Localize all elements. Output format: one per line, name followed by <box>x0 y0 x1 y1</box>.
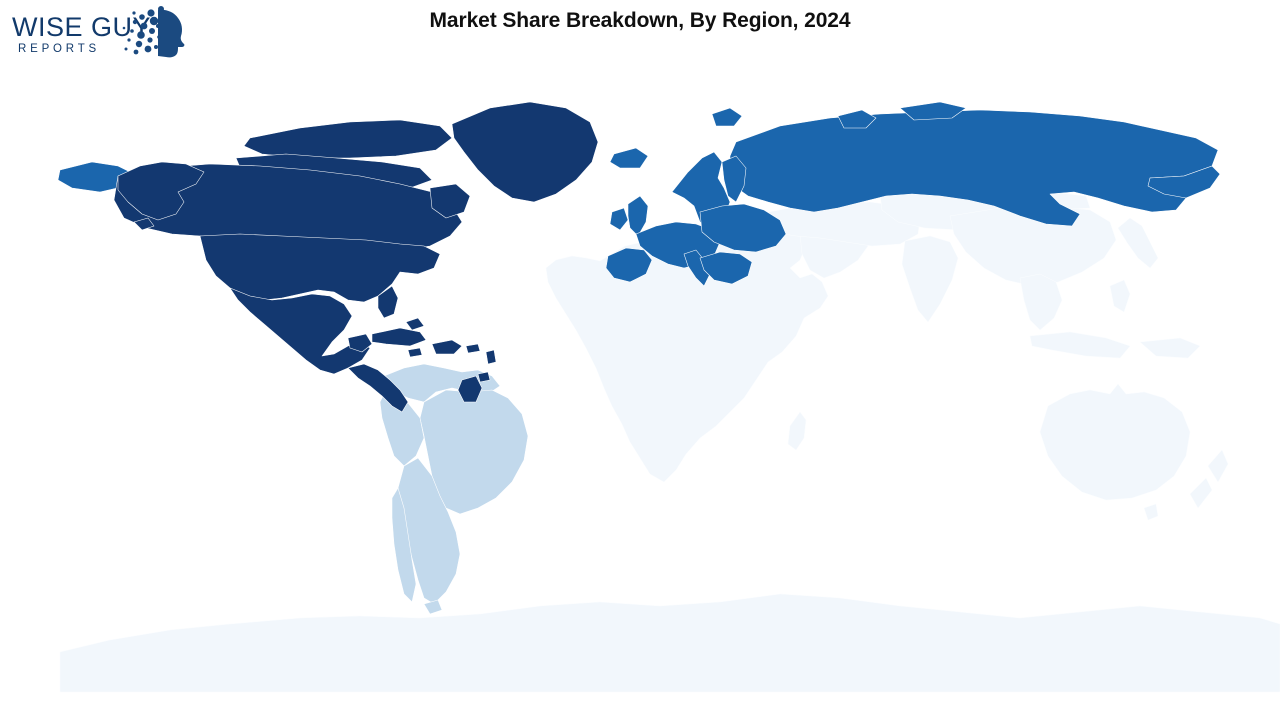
region-north-america <box>114 102 598 412</box>
head-profile-dots-icon <box>122 6 185 58</box>
region-europe-russia <box>58 102 1220 286</box>
region-south-america <box>380 364 528 614</box>
region-asia-pacific-mea <box>60 188 1280 692</box>
world-map-chart <box>0 46 1280 720</box>
brand-logo-svg: WISE GUY REPORTS <box>12 6 185 58</box>
brand-wordmark: WISE GUY REPORTS <box>12 12 151 55</box>
world-map-svg <box>0 46 1280 720</box>
page-title: Market Share Breakdown, By Region, 2024 <box>429 9 851 32</box>
brand-wordmark-line2: REPORTS <box>18 43 100 55</box>
brand-logo[interactable]: WISE GUY REPORTS <box>8 4 198 62</box>
brand-wordmark-line1: WISE GUY <box>12 12 151 42</box>
